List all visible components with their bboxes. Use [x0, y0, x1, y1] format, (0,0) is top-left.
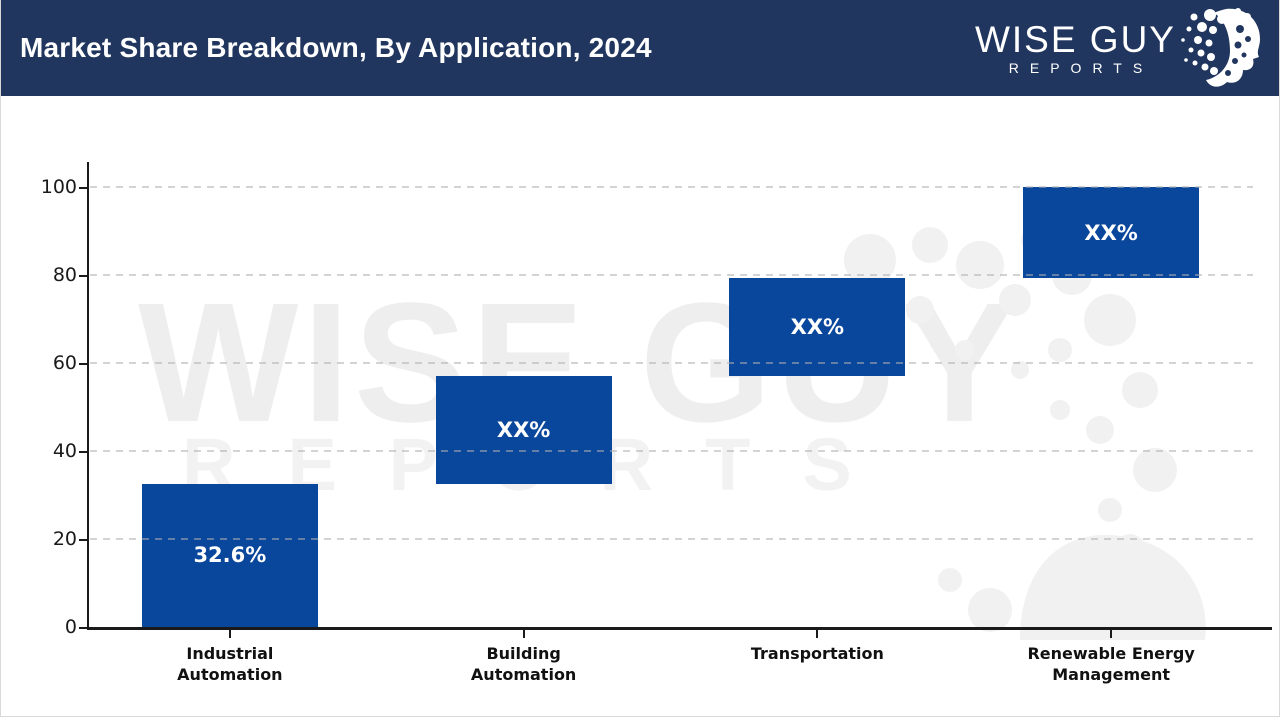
x-category-label: Transportation	[677, 643, 957, 664]
brand-subtitle: REPORTS	[1008, 60, 1154, 76]
y-tick	[79, 363, 87, 365]
app-header: Market Share Breakdown, By Application, …	[0, 0, 1280, 96]
x-category-label: Renewable Energy Management	[971, 643, 1251, 685]
bar-segment	[141, 483, 318, 627]
panel-bottom-rule	[0, 716, 1280, 717]
x-category-label-line: Building	[486, 644, 561, 663]
x-tick	[816, 630, 819, 638]
brand-wordmark: WISE GUY REPORTS	[975, 21, 1176, 75]
x-tick	[522, 630, 525, 638]
gridline	[90, 362, 1253, 364]
brand-logo: WISE GUY REPORTS	[975, 3, 1280, 93]
y-axis-line	[87, 161, 89, 630]
x-category-label: Industrial Automation	[90, 643, 370, 685]
bar-segment	[435, 376, 612, 484]
y-tick-label: 60	[52, 352, 77, 374]
gridline	[90, 274, 1253, 276]
y-tick	[79, 187, 87, 189]
y-tick-label: 0	[64, 616, 77, 638]
x-tick	[1110, 630, 1113, 638]
bar-value-label: XX%	[790, 315, 845, 340]
bar-value-label: XX%	[1084, 220, 1138, 245]
y-tick-label: 80	[52, 264, 77, 286]
y-tick	[79, 451, 87, 453]
bar-segment	[729, 278, 906, 377]
gridline	[90, 186, 1253, 188]
y-tick-label: 20	[52, 528, 77, 550]
x-category-label-line: Industrial	[186, 644, 274, 663]
y-tick	[79, 539, 87, 541]
x-category-label-line: Management	[1052, 665, 1171, 684]
bar-segment	[1023, 187, 1200, 279]
gridline	[90, 538, 1253, 540]
y-tick	[79, 627, 87, 629]
y-tick-label: 40	[52, 440, 77, 462]
chart-plot-area: 0 20 40 60 80 100 32.6% Industrial Automation XX%…	[0, 96, 1280, 720]
x-category-label-line: Automation	[177, 665, 283, 684]
x-category-label-line: Automation	[470, 665, 577, 684]
y-tick	[79, 275, 87, 277]
logo-face-icon	[1181, 8, 1260, 87]
page-title: Market Share Breakdown, By Application, …	[20, 32, 652, 63]
bar-value-label: 32.6%	[193, 543, 267, 568]
brand-name: WISE GUY	[974, 19, 1176, 60]
x-category-label-line: Renewable Energy	[1027, 644, 1195, 663]
y-tick-label: 100	[40, 176, 77, 198]
x-category-label: Building Automation	[384, 643, 664, 685]
x-category-label-line: Transportation	[750, 644, 884, 663]
x-tick	[228, 630, 231, 638]
x-axis-line	[87, 627, 1272, 630]
gridline	[90, 450, 1253, 452]
bar-value-label: XX%	[496, 417, 551, 442]
